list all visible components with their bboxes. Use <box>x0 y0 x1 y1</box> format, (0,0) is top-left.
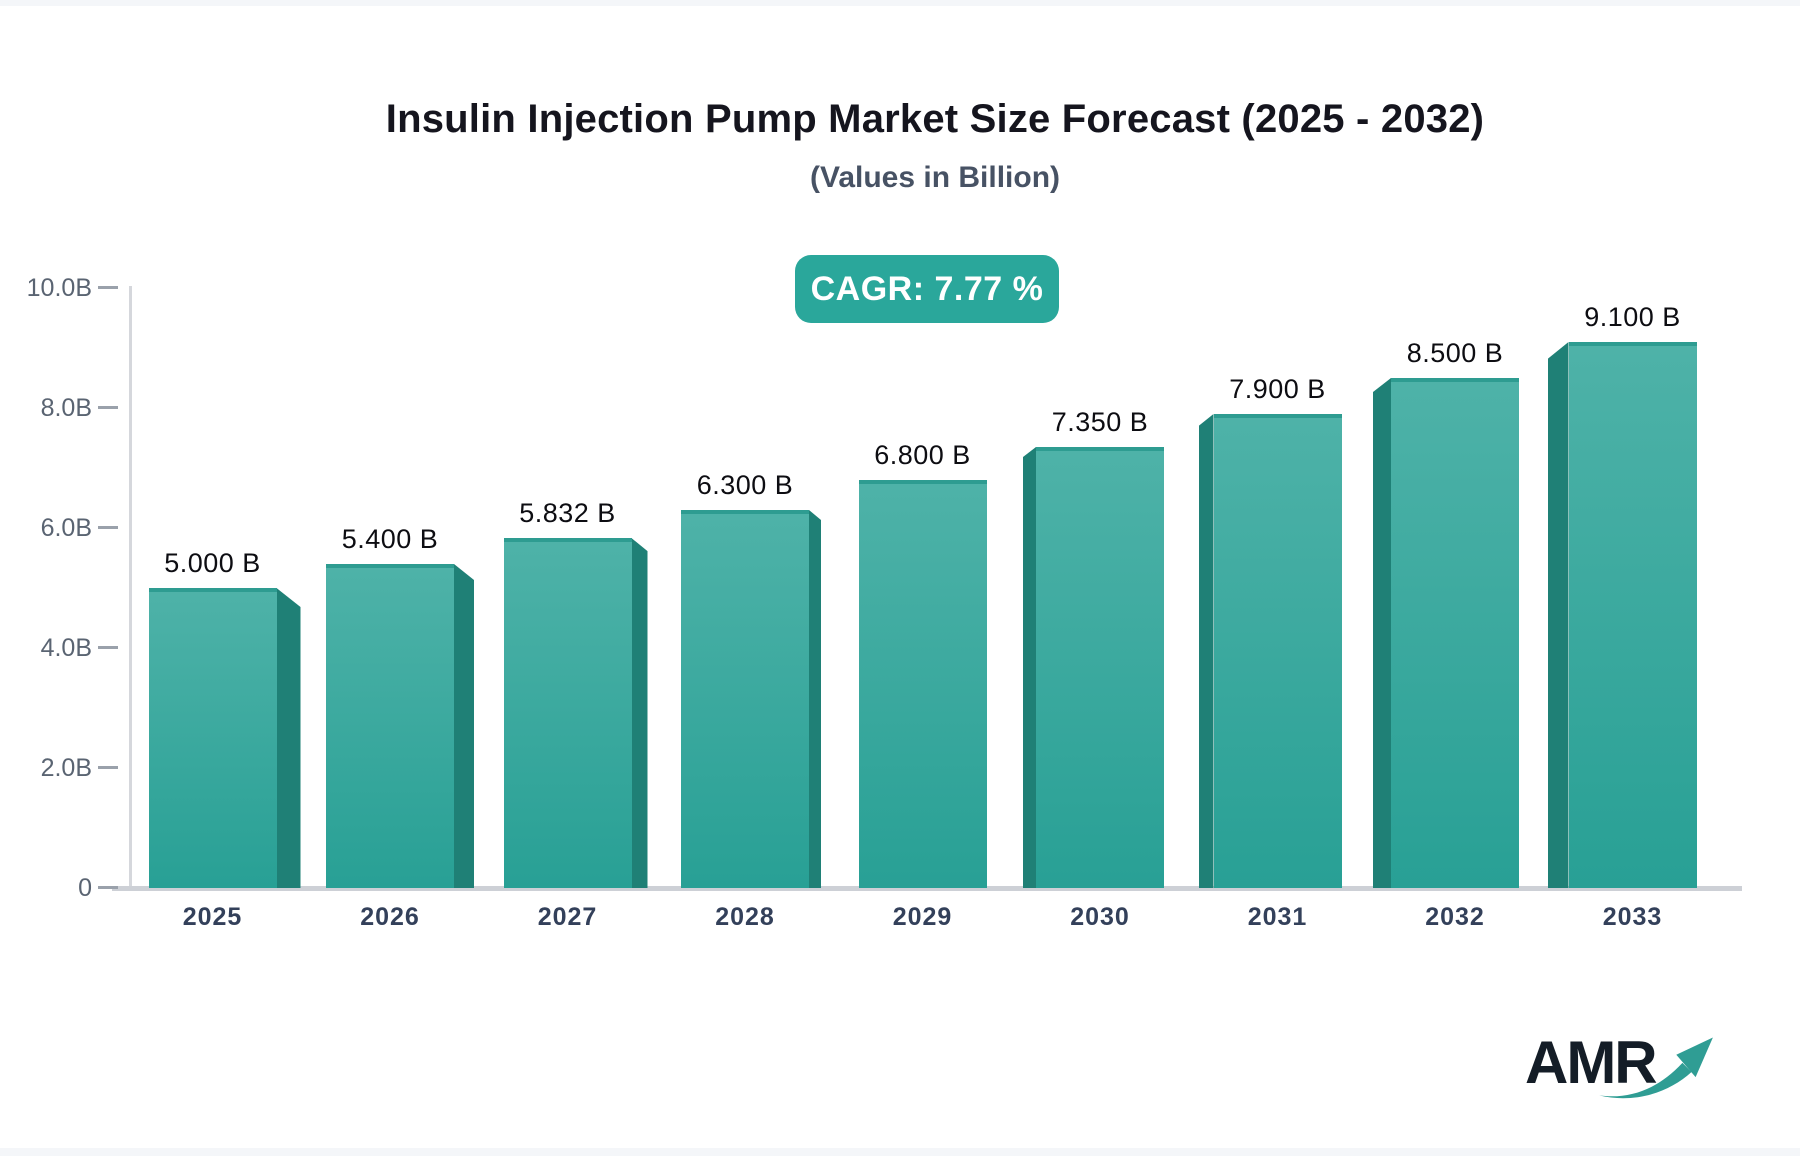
growth-arrow-icon <box>1599 1037 1713 1099</box>
y-axis-tick-label: 2.0B <box>40 754 92 782</box>
bar-value-label: 6.800 B <box>874 440 971 470</box>
x-axis-label: 2028 <box>715 903 775 931</box>
y-axis-tick-label: 6.0B <box>40 514 92 542</box>
bar-value-label: 7.900 B <box>1229 374 1326 404</box>
y-axis-tick <box>98 286 118 289</box>
x-axis-line <box>112 886 1742 891</box>
bar <box>681 510 809 888</box>
bar-side-3d <box>631 538 648 888</box>
bar-side-3d <box>454 564 474 888</box>
bar-value-label: 5.832 B <box>519 498 616 529</box>
bar-value-label: 7.350 B <box>1051 407 1149 437</box>
bar <box>1568 342 1697 888</box>
x-axis-label: 2033 <box>1602 903 1663 931</box>
bar <box>858 480 987 888</box>
x-axis-label: 2027 <box>537 903 598 931</box>
y-axis-tick <box>98 526 118 529</box>
x-axis-label: 2031 <box>1247 903 1308 931</box>
page-edge-strip-bottom <box>0 1148 1800 1156</box>
x-axis-label: 2030 <box>1070 903 1130 931</box>
y-axis-tick-label: 10.0B <box>26 274 92 302</box>
bar-value-label: 6.300 B <box>696 470 794 500</box>
bar-value-label: 8.500 B <box>1406 338 1504 368</box>
bar <box>1036 447 1164 888</box>
bar <box>1213 414 1342 888</box>
bar-side-3d <box>1023 447 1036 888</box>
bar <box>148 588 277 888</box>
x-axis-label: 2025 <box>182 903 243 931</box>
bar-side-3d <box>1198 414 1214 888</box>
cagr-badge: CAGR: 7.77 % <box>795 255 1059 323</box>
arrow-swoosh <box>1599 1062 1692 1099</box>
bar <box>326 564 454 888</box>
bar <box>503 538 632 888</box>
y-axis-tick-label: 0 <box>78 874 92 902</box>
chart-title: Insulin Injection Pump Market Size Forec… <box>385 97 1485 141</box>
bar <box>1391 378 1519 888</box>
y-axis-line <box>129 286 132 888</box>
bar-side-3d <box>1373 378 1391 888</box>
y-axis-tick <box>98 406 118 409</box>
bar-value-label: 5.400 B <box>341 524 439 554</box>
amr-logo: AMR <box>1525 1022 1740 1114</box>
chart-subtitle: (Values in Billion) <box>809 161 1061 194</box>
y-axis-tick <box>98 766 118 769</box>
bar-side-3d <box>276 588 301 888</box>
bar-side-3d <box>1547 342 1569 888</box>
x-axis-label: 2029 <box>892 903 953 931</box>
y-axis-tick <box>98 886 118 889</box>
y-axis-tick-label: 4.0B <box>40 634 92 662</box>
bar-value-label: 9.100 B <box>1584 302 1681 332</box>
bar-value-label: 5.000 B <box>164 548 261 578</box>
y-axis-tick-label: 8.0B <box>40 394 92 422</box>
page-edge-strip-top <box>0 0 1800 6</box>
bar-side-3d <box>809 510 821 888</box>
y-axis-tick <box>98 646 118 649</box>
x-axis-label: 2032 <box>1425 903 1485 931</box>
x-axis-label: 2026 <box>360 903 420 931</box>
arrow-head <box>1676 1037 1713 1078</box>
amr-logo-text: AMR <box>1525 1029 1658 1096</box>
